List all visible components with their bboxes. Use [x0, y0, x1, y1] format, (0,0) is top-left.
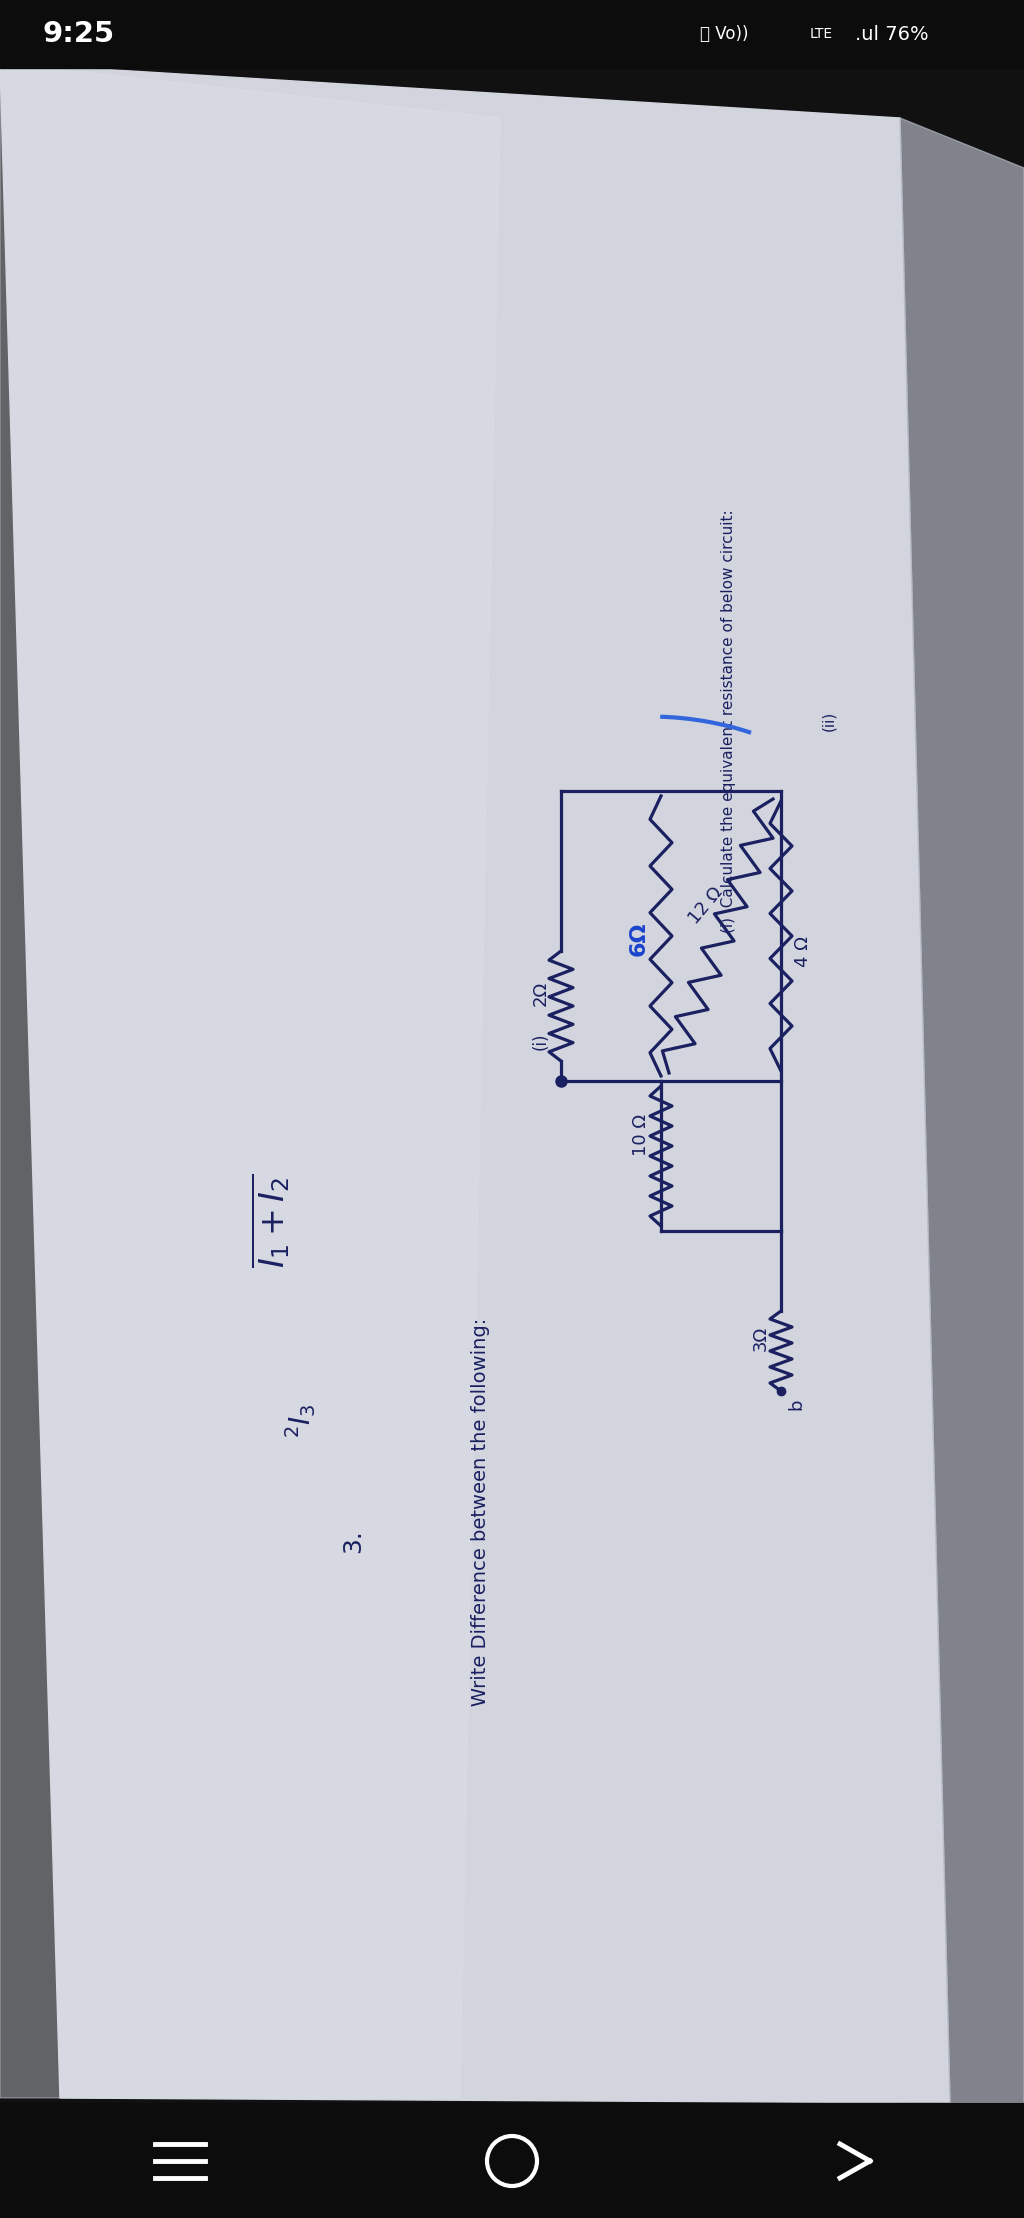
- Text: b: b: [787, 1400, 805, 1411]
- Text: (i)  Calculate the equivalent resistance of below circuit:: (i) Calculate the equivalent resistance …: [721, 510, 736, 934]
- Text: 3Ω: 3Ω: [752, 1326, 770, 1351]
- Text: 6Ω: 6Ω: [629, 920, 649, 956]
- Text: 12 Ω: 12 Ω: [685, 885, 726, 927]
- Text: (i): (i): [532, 1031, 550, 1049]
- Text: 10 Ω: 10 Ω: [632, 1113, 650, 1156]
- Text: 2Ω: 2Ω: [532, 980, 550, 1007]
- Text: 9:25: 9:25: [42, 20, 114, 49]
- Text: 3.: 3.: [341, 1528, 365, 1553]
- Text: LTE: LTE: [810, 27, 834, 40]
- Polygon shape: [0, 62, 950, 2103]
- Polygon shape: [900, 118, 1024, 2103]
- Text: Write Difference between the following:: Write Difference between the following:: [471, 1317, 490, 1726]
- Text: ${}^2I_3$: ${}^2I_3$: [284, 1404, 318, 1437]
- Bar: [0, 2103, 1024, 2218]
- Text: 4 Ω: 4 Ω: [794, 936, 812, 967]
- Text: $\overline{I_1+I_2}$: $\overline{I_1+I_2}$: [250, 1173, 292, 1269]
- Text: Ⓜ Vo)): Ⓜ Vo)): [700, 24, 749, 42]
- Text: (ii): (ii): [821, 712, 836, 732]
- Polygon shape: [0, 62, 500, 2098]
- Bar: [0, 0, 1024, 69]
- Text: .ul 76%: .ul 76%: [855, 24, 929, 44]
